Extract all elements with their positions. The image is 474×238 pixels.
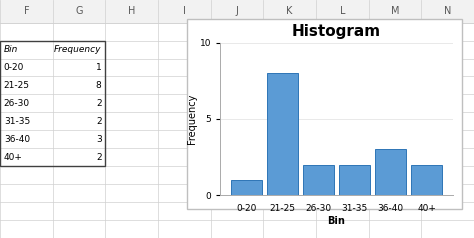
Text: L: L — [339, 6, 345, 16]
Text: 2: 2 — [96, 117, 101, 126]
Bar — [231, 180, 262, 195]
Text: 2: 2 — [96, 99, 101, 108]
Text: N: N — [444, 6, 451, 16]
Text: 31-35: 31-35 — [4, 117, 30, 126]
Text: 21-25: 21-25 — [4, 81, 30, 90]
Text: K: K — [286, 6, 293, 16]
Text: 26-30: 26-30 — [4, 99, 30, 108]
X-axis label: Bin: Bin — [328, 216, 346, 226]
Title: Histogram: Histogram — [292, 24, 381, 39]
Text: H: H — [128, 6, 136, 16]
Bar — [0, 0, 474, 23]
Text: 40+: 40+ — [4, 153, 23, 162]
Text: J: J — [236, 6, 238, 16]
Text: F: F — [24, 6, 29, 16]
Bar — [0, 40, 105, 166]
Bar — [303, 165, 334, 195]
Text: I: I — [183, 6, 186, 16]
Text: 0-20: 0-20 — [4, 63, 24, 72]
Text: Bin: Bin — [4, 45, 18, 54]
Bar — [267, 73, 298, 195]
Bar — [187, 19, 462, 209]
Bar — [375, 149, 406, 195]
Text: G: G — [75, 6, 83, 16]
Y-axis label: Frequency: Frequency — [187, 94, 197, 144]
Text: 8: 8 — [96, 81, 101, 90]
Text: 2: 2 — [96, 153, 101, 162]
Bar — [339, 165, 370, 195]
Bar — [411, 165, 442, 195]
Text: M: M — [391, 6, 399, 16]
Text: 36-40: 36-40 — [4, 135, 30, 144]
Text: 3: 3 — [96, 135, 101, 144]
Text: 1: 1 — [96, 63, 101, 72]
Text: Frequency: Frequency — [54, 45, 101, 54]
